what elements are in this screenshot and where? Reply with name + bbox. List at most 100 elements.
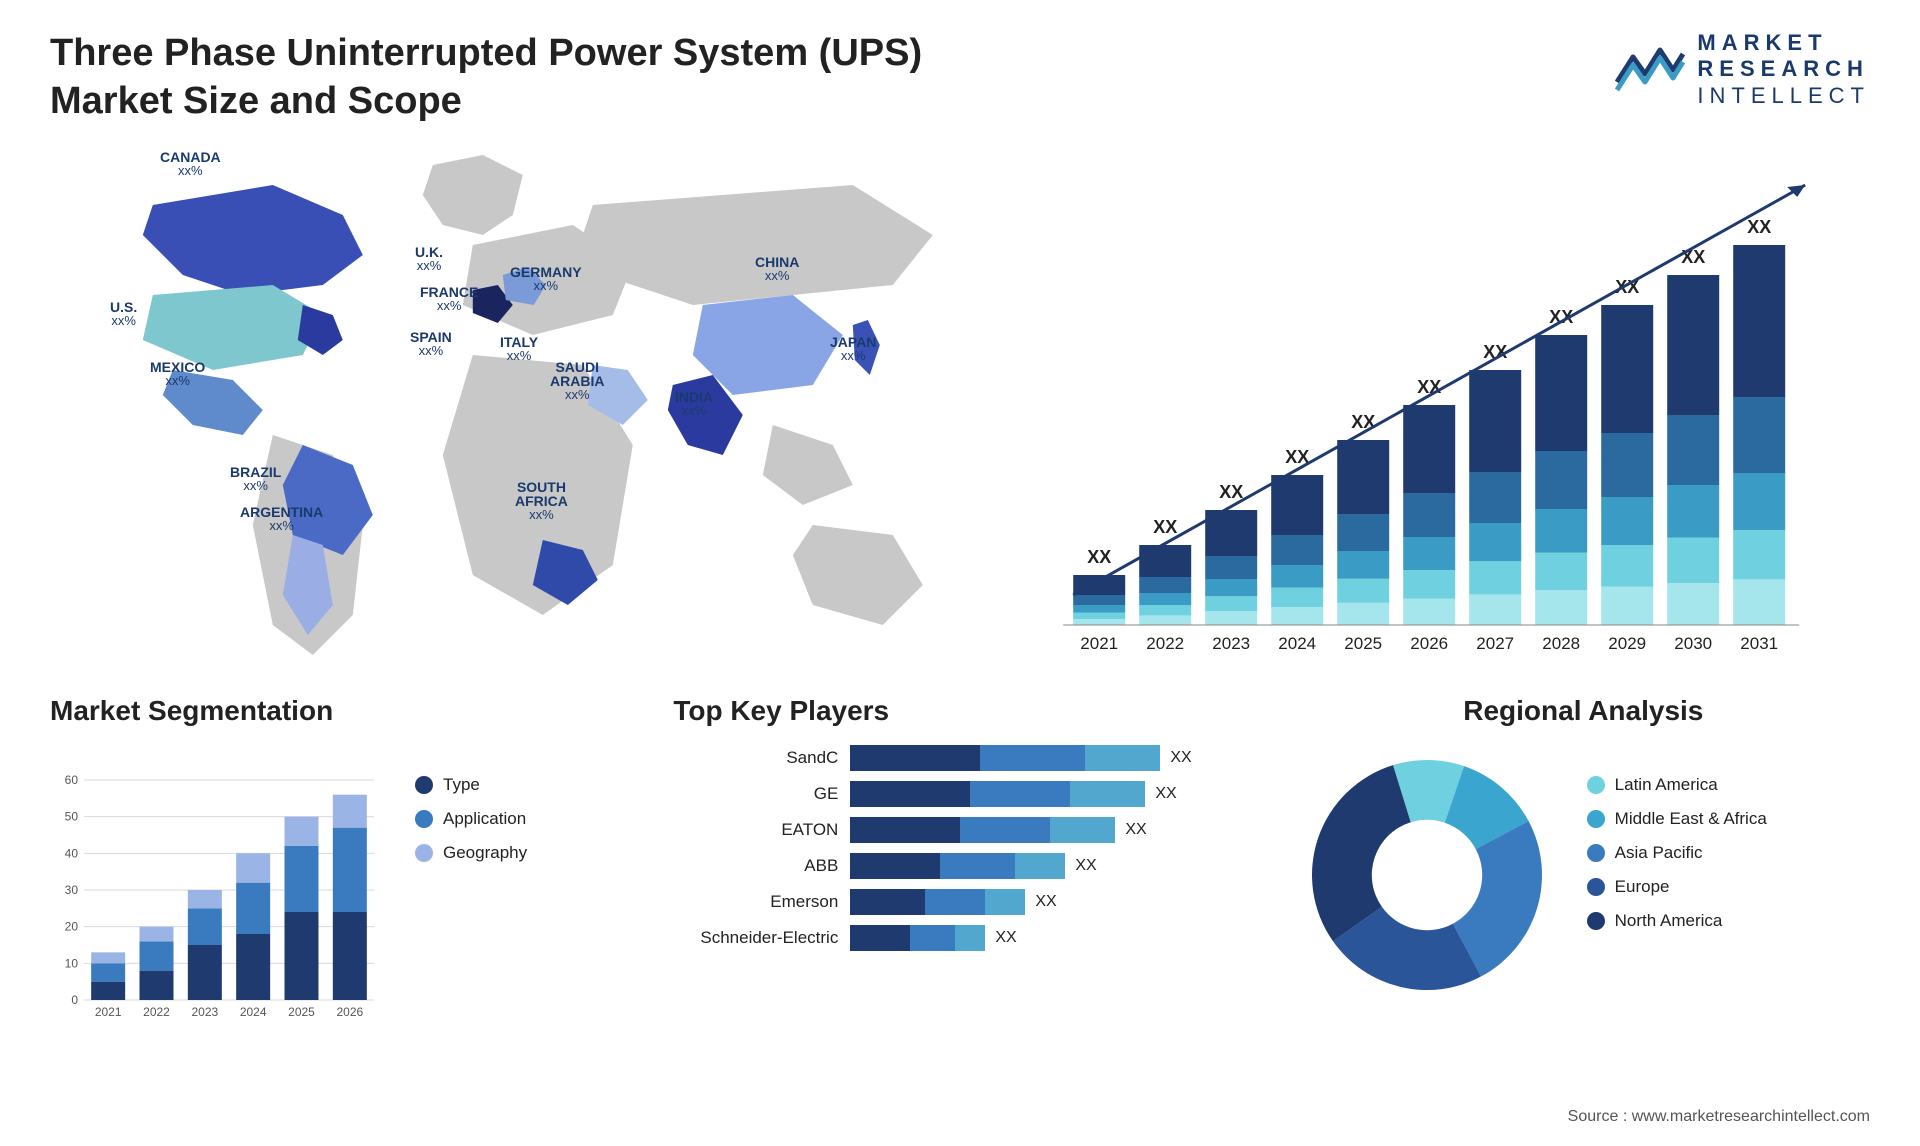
player-bar-seg (940, 853, 1015, 879)
growth-bar-seg (1139, 545, 1191, 577)
seg-bar-seg (236, 883, 270, 934)
legend-label: Latin America (1615, 775, 1718, 795)
growth-bar-seg (1139, 605, 1191, 615)
growth-bar-seg (1469, 561, 1521, 594)
seg-year-label: 2021 (95, 1005, 122, 1019)
legend-label: Middle East & Africa (1615, 809, 1767, 829)
legend-label: North America (1615, 911, 1723, 931)
growth-bar-seg (1205, 579, 1257, 596)
player-bar-seg (850, 745, 980, 771)
legend-swatch (1587, 878, 1605, 896)
growth-bar-seg (1601, 545, 1653, 587)
legend-label: Type (443, 775, 480, 795)
growth-bar-seg (1469, 472, 1521, 523)
player-bar-seg (1070, 781, 1145, 807)
seg-legend-item: Type (415, 775, 527, 795)
growth-bar-seg (1403, 405, 1455, 493)
player-bar-wrap: XX (850, 817, 1216, 843)
growth-bar-seg (1535, 335, 1587, 451)
growth-bar-seg (1601, 433, 1653, 497)
source-attribution: Source : www.marketresearchintellect.com (1568, 1108, 1870, 1126)
legend-swatch (1587, 844, 1605, 862)
segmentation-legend: TypeApplicationGeography (415, 745, 527, 1025)
growth-bar-seg (1667, 583, 1719, 625)
growth-bar-seg (1667, 538, 1719, 584)
map-label-saudiarabia: SAUDIARABIAxx% (550, 360, 604, 401)
player-bar-seg (960, 817, 1050, 843)
player-bar-seg (1085, 745, 1160, 771)
players-title: Top Key Players (673, 695, 1246, 727)
growth-year-label: 2024 (1278, 634, 1316, 653)
regional-legend: Latin AmericaMiddle East & AfricaAsia Pa… (1587, 745, 1767, 931)
seg-bar-seg (285, 817, 319, 846)
growth-bar-seg (1139, 615, 1191, 625)
growth-bar-seg (1337, 603, 1389, 625)
map-region-usa (143, 285, 323, 370)
regional-panel: Regional Analysis Latin AmericaMiddle Ea… (1297, 695, 1870, 1025)
seg-ytick: 0 (71, 993, 78, 1007)
seg-bar-seg (91, 952, 125, 963)
seg-ytick: 60 (65, 773, 79, 787)
seg-bar-seg (91, 982, 125, 1000)
map-label-us: U.S.xx% (110, 300, 137, 327)
growth-bar-seg (1403, 570, 1455, 599)
growth-bar-label: XX (1087, 547, 1111, 567)
seg-ytick: 30 (65, 883, 79, 897)
player-bar-wrap: XX (850, 889, 1216, 915)
map-label-italy: ITALYxx% (500, 335, 538, 362)
growth-chart: XX2021XX2022XX2023XX2024XX2025XX2026XX20… (1016, 145, 1870, 665)
map-label-france: FRANCExx% (420, 285, 478, 312)
map-region-russia (573, 185, 933, 305)
growth-year-label: 2023 (1212, 634, 1250, 653)
growth-bar-seg (1271, 607, 1323, 625)
growth-bar-seg (1403, 599, 1455, 625)
growth-bar-seg (1139, 593, 1191, 605)
player-bar (850, 745, 1160, 771)
player-bar-seg (970, 781, 1070, 807)
growth-chart-svg: XX2021XX2022XX2023XX2024XX2025XX2026XX20… (1016, 145, 1870, 665)
growth-bar-seg (1667, 485, 1719, 538)
logo-icon (1615, 42, 1685, 97)
seg-ytick: 50 (65, 810, 79, 824)
growth-bar-seg (1667, 415, 1719, 485)
growth-bar-seg (1337, 440, 1389, 514)
player-value: XX (995, 929, 1016, 947)
seg-bar-seg (236, 934, 270, 1000)
growth-bar-seg (1073, 619, 1125, 625)
seg-legend-item: Application (415, 809, 527, 829)
player-bar-seg (850, 781, 970, 807)
player-bar-wrap: XX (850, 853, 1216, 879)
seg-year-label: 2022 (143, 1005, 170, 1019)
seg-year-label: 2025 (288, 1005, 315, 1019)
seg-bar-seg (91, 963, 125, 981)
growth-bar-seg (1073, 605, 1125, 613)
growth-bar-label: XX (1219, 482, 1243, 502)
player-value: XX (1170, 749, 1191, 767)
seg-bar-seg (140, 971, 174, 1000)
player-bar-seg (850, 925, 910, 951)
seg-year-label: 2026 (336, 1005, 363, 1019)
growth-bar-seg (1667, 275, 1719, 415)
growth-bar-seg (1535, 590, 1587, 625)
player-row: GEXX (673, 781, 1216, 807)
growth-bar-seg (1733, 473, 1785, 530)
logo-line2: RESEARCH (1697, 56, 1870, 82)
map-label-brazil: BRAZILxx% (230, 465, 281, 492)
regional-legend-item: Middle East & Africa (1587, 809, 1767, 829)
growth-bar-seg (1337, 579, 1389, 603)
growth-bar-seg (1337, 514, 1389, 551)
brand-logo: MARKET RESEARCH INTELLECT (1615, 30, 1870, 109)
player-value: XX (1035, 893, 1056, 911)
map-label-germany: GERMANYxx% (510, 265, 582, 292)
growth-bar-label: XX (1747, 217, 1771, 237)
player-name: EATON (673, 820, 838, 840)
growth-bar-seg (1535, 509, 1587, 553)
growth-bar-seg (1733, 397, 1785, 473)
map-region-se-asia (763, 425, 853, 505)
map-region-australia (793, 525, 923, 625)
player-bar-seg (850, 817, 960, 843)
players-panel: Top Key Players SandCXXGEXXEATONXXABBXXE… (673, 695, 1246, 1025)
player-bar (850, 853, 1065, 879)
player-bar-seg (985, 889, 1025, 915)
map-label-canada: CANADAxx% (160, 150, 221, 177)
